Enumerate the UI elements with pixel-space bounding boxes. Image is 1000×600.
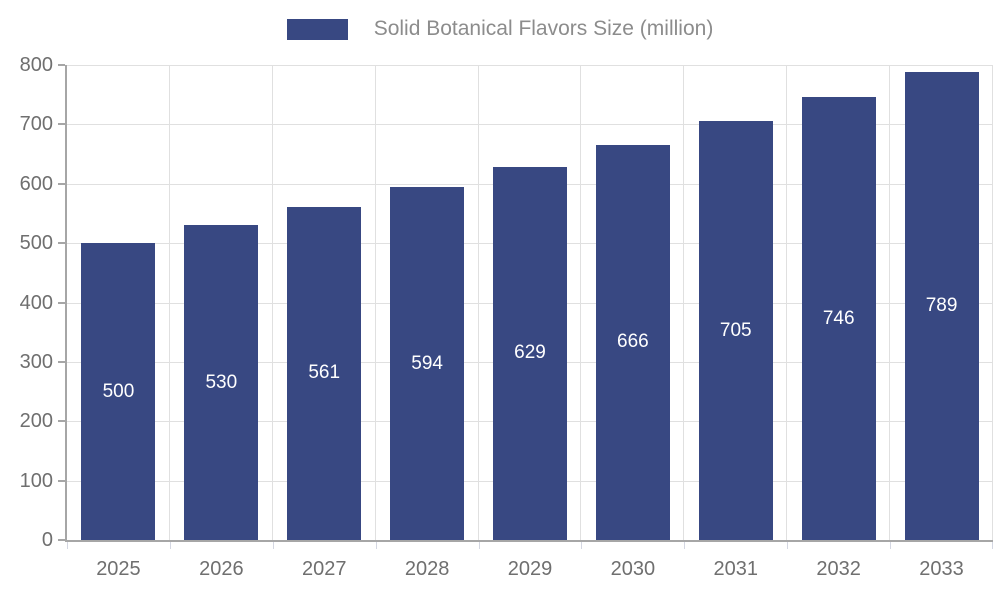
bar: 594	[390, 187, 465, 540]
y-tick-label: 700	[19, 113, 53, 136]
x-tick-label: 2025	[96, 558, 141, 580]
bar: 561	[287, 206, 362, 540]
gridline-vertical	[580, 65, 582, 540]
x-tick-mark	[478, 542, 480, 549]
x-tick-label: 2032	[816, 558, 861, 580]
bar: 746	[801, 97, 876, 540]
bar-value-label: 530	[205, 371, 238, 393]
y-tick-label: 0	[41, 529, 53, 551]
y-tick-mark	[58, 301, 65, 304]
x-tick-label: 2026	[199, 558, 244, 580]
bar-value-label: 666	[617, 331, 649, 353]
x-tick-mark	[787, 542, 789, 549]
gridline-horizontal	[67, 124, 993, 126]
x-tick-label: 2033	[919, 558, 964, 580]
gridline-vertical	[683, 65, 685, 540]
x-tick-mark	[890, 542, 892, 549]
y-tick-label: 600	[19, 172, 53, 195]
x-tick-label: 2031	[713, 558, 759, 580]
bar: 500	[81, 243, 156, 540]
bar: 629	[492, 166, 568, 540]
bar-value-label: 789	[925, 294, 958, 316]
legend[interactable]: Solid Botanical Flavors Size (million)	[0, 16, 1000, 42]
bar-value-label: 629	[514, 342, 546, 364]
y-tick-label: 200	[19, 410, 53, 433]
bar-value-label: 746	[822, 307, 855, 329]
y-tick-mark	[58, 182, 65, 185]
x-tick-mark	[581, 542, 583, 549]
gridline-vertical	[477, 65, 479, 540]
x-tick-mark	[67, 542, 68, 549]
y-tick-mark	[58, 242, 65, 245]
y-tick-label: 800	[19, 54, 53, 76]
legend-swatch-icon	[286, 18, 348, 40]
legend-label: Solid Botanical Flavors Size (million)	[373, 17, 714, 40]
plot-area: 500 530 561 594 629 666 705 746 789	[65, 65, 993, 542]
bar: 705	[698, 121, 773, 540]
gridline-vertical	[374, 65, 376, 540]
bar: 789	[904, 71, 979, 540]
x-tick-label: 2027	[301, 558, 347, 580]
gridline-vertical	[786, 65, 788, 540]
y-tick-mark	[58, 420, 65, 423]
x-tick-mark	[169, 542, 171, 549]
y-tick-label: 100	[19, 469, 53, 492]
gridline-vertical	[889, 65, 891, 540]
x-tick-mark	[272, 542, 274, 549]
bar-value-label: 500	[102, 380, 135, 402]
bar-value-label: 561	[308, 362, 341, 384]
y-axis: 0 100 200 300 400 500 600 700 800	[0, 54, 65, 551]
y-tick-mark	[58, 360, 65, 363]
y-tick-label: 300	[19, 350, 53, 373]
gridline-vertical	[271, 65, 273, 540]
gridline-horizontal	[67, 65, 993, 66]
x-tick-label: 2028	[404, 558, 450, 580]
y-tick-label: 500	[19, 232, 53, 255]
x-tick-label: 2029	[507, 558, 553, 580]
x-tick-label: 2030	[610, 558, 656, 580]
bar-value-label: 705	[719, 319, 752, 341]
bar-value-label: 594	[411, 352, 443, 374]
gridline-vertical	[168, 65, 170, 540]
y-tick-mark	[58, 479, 65, 482]
y-tick-mark	[58, 539, 65, 541]
y-tick-mark	[58, 123, 65, 126]
x-axis: 2025 2026 2027 2028 2029 2030 2031 2032 2033	[67, 542, 993, 592]
x-tick-mark	[375, 542, 377, 549]
x-tick-mark	[684, 542, 686, 549]
y-tick-label: 400	[19, 291, 53, 314]
x-tick-mark	[992, 542, 993, 549]
y-tick-mark	[58, 64, 65, 66]
gridline-vertical	[992, 65, 993, 540]
bar: 666	[595, 144, 670, 540]
bar: 530	[184, 225, 259, 540]
